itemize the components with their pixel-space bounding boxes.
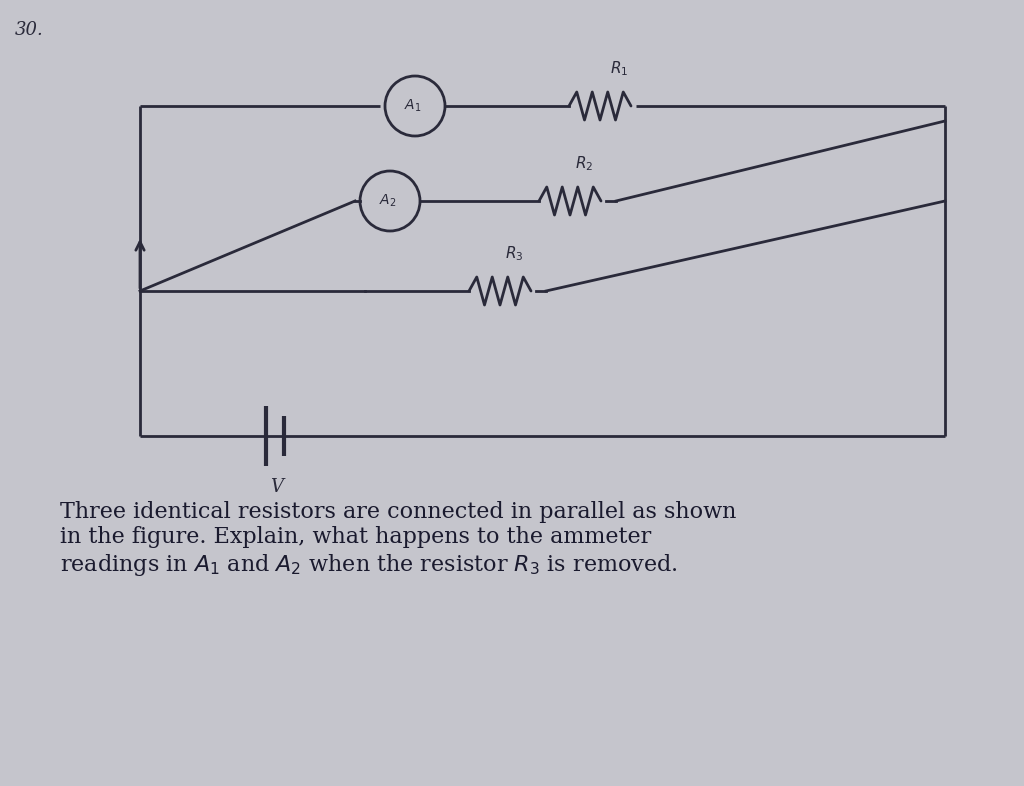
- Text: $R_3$: $R_3$: [505, 244, 523, 263]
- Text: $A_2$: $A_2$: [379, 193, 396, 209]
- Text: Three identical resistors are connected in parallel as shown
in the figure. Expl: Three identical resistors are connected …: [60, 501, 736, 578]
- Text: $A_1$: $A_1$: [404, 97, 422, 114]
- Text: $R_2$: $R_2$: [575, 154, 593, 173]
- Text: V: V: [270, 478, 284, 496]
- Text: $R_1$: $R_1$: [610, 59, 629, 78]
- Text: 30.: 30.: [15, 21, 44, 39]
